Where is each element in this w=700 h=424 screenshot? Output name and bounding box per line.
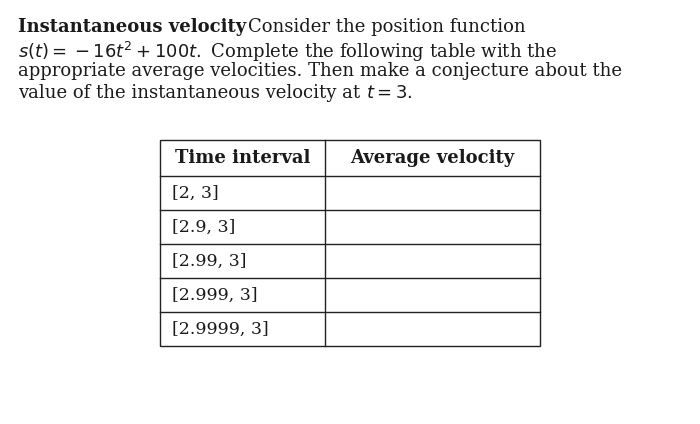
Text: [2.9, 3]: [2.9, 3] <box>172 218 235 235</box>
Text: Average velocity: Average velocity <box>351 149 514 167</box>
Text: Instantaneous velocity: Instantaneous velocity <box>18 18 246 36</box>
Text: [2.999, 3]: [2.999, 3] <box>172 287 258 304</box>
Text: appropriate average velocities. Then make a conjecture about the: appropriate average velocities. Then mak… <box>18 62 622 80</box>
Text: $t = 3.$: $t = 3.$ <box>366 84 412 102</box>
Text: Time interval: Time interval <box>175 149 310 167</box>
Text: [2, 3]: [2, 3] <box>172 184 218 201</box>
Text: [2.9999, 3]: [2.9999, 3] <box>172 321 269 338</box>
Bar <box>160 140 540 346</box>
Text: Consider the position function: Consider the position function <box>248 18 526 36</box>
Text: value of the instantaneous velocity at: value of the instantaneous velocity at <box>18 84 366 102</box>
Text: $s(t) = -16t^2 + 100t.$ Complete the following table with the: $s(t) = -16t^2 + 100t.$ Complete the fol… <box>18 40 557 64</box>
Text: [2.99, 3]: [2.99, 3] <box>172 253 246 270</box>
